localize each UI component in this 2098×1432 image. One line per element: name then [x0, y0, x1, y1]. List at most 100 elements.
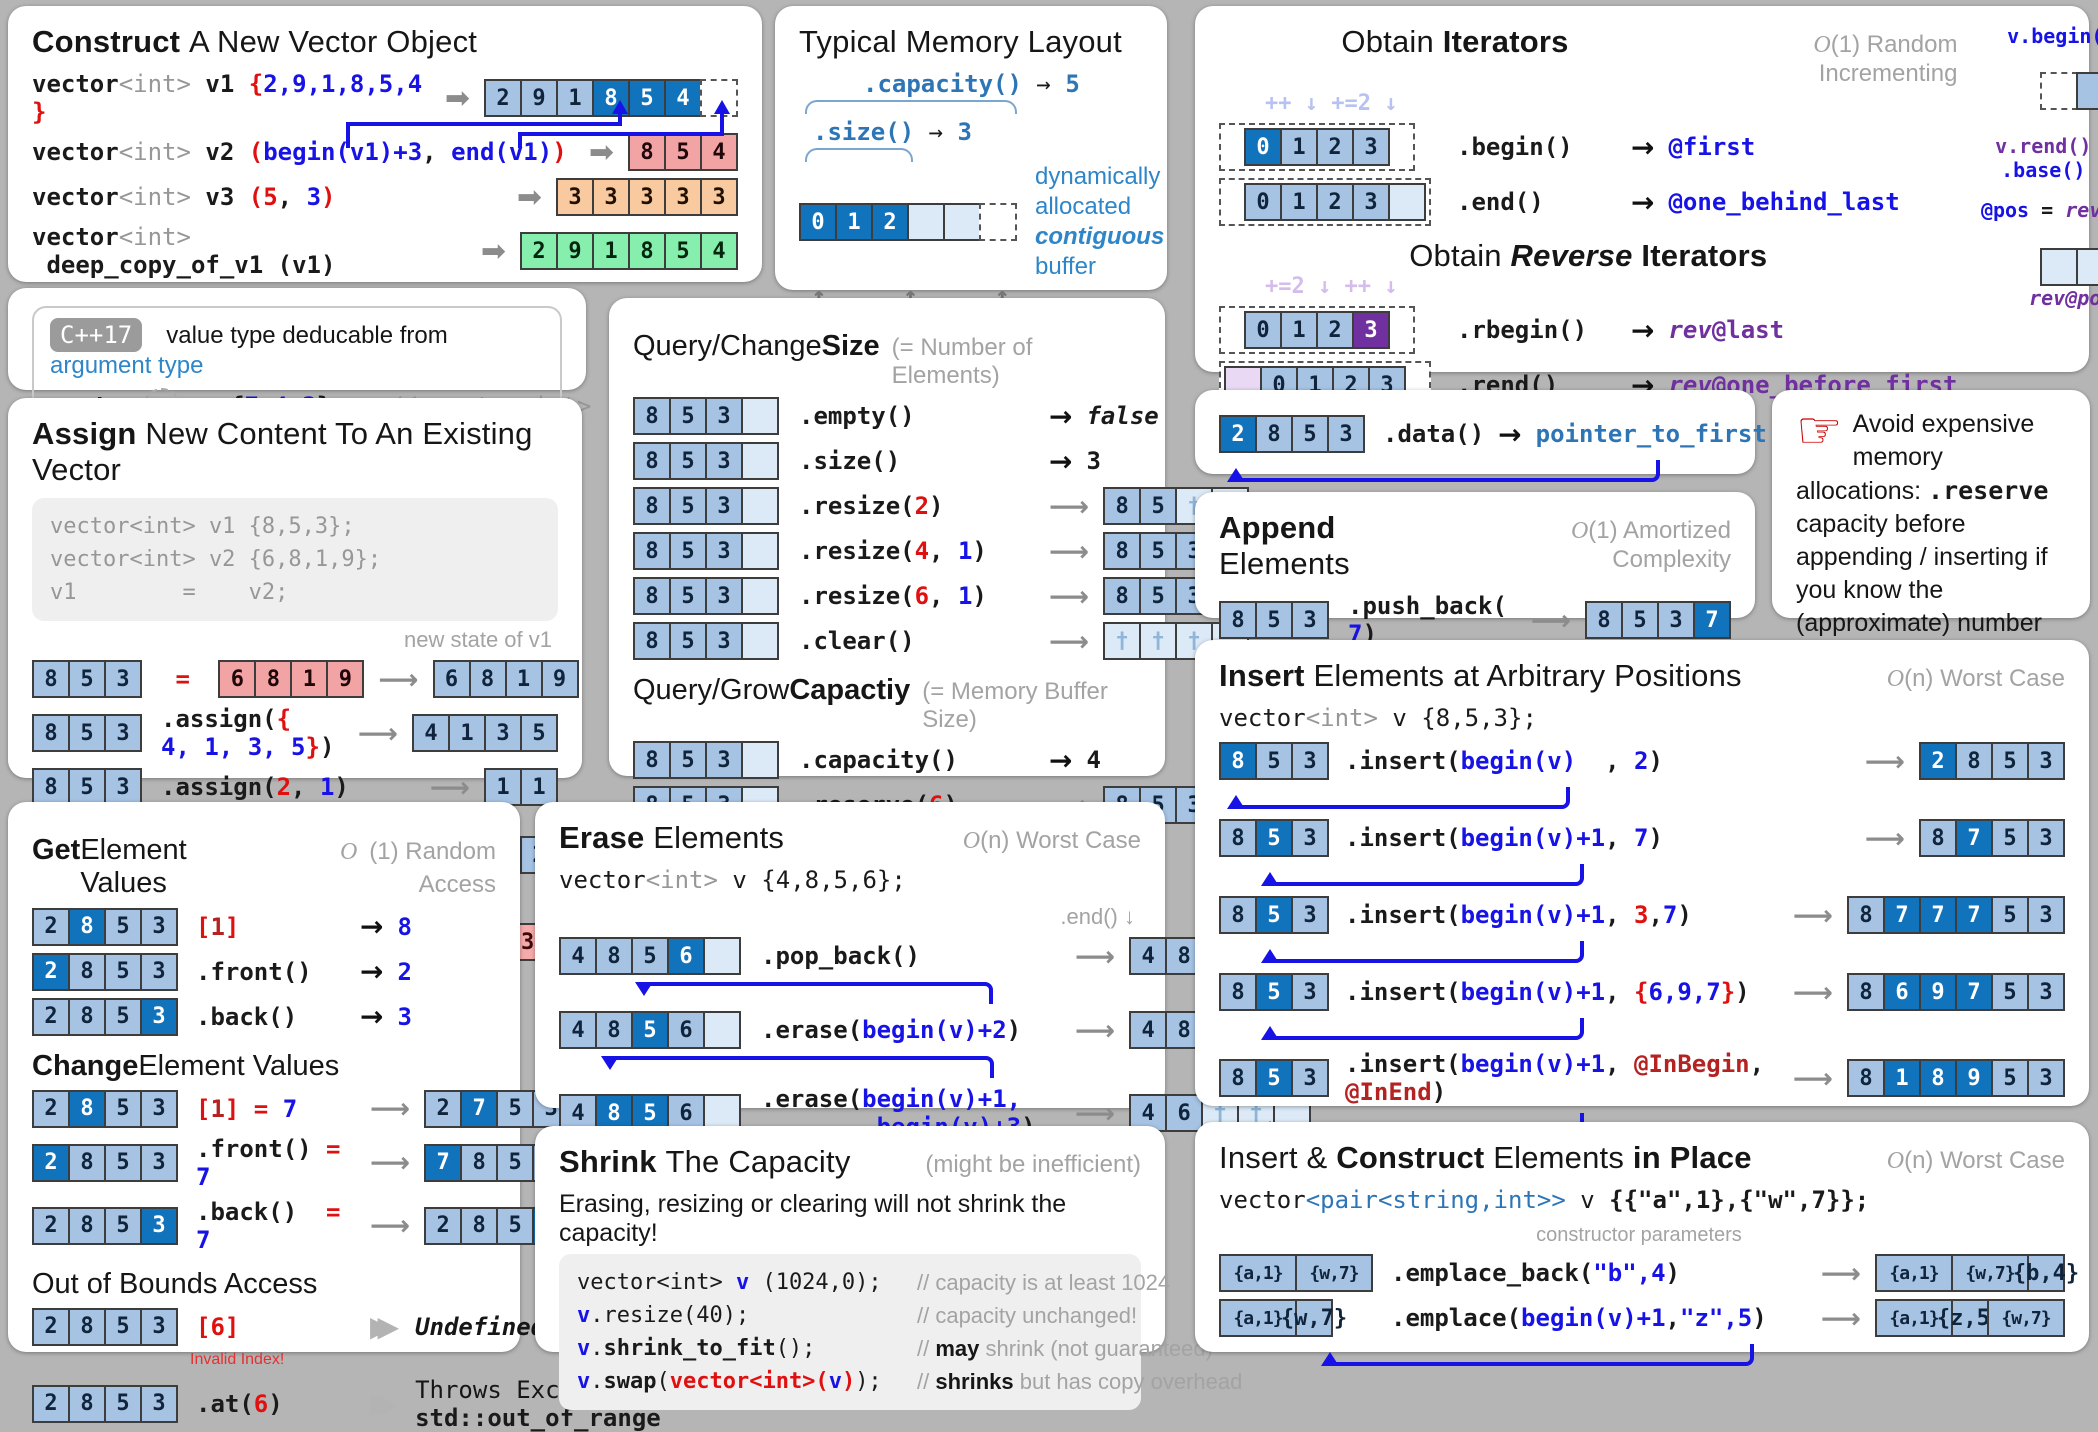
text-span: // — [917, 1336, 936, 1361]
text-span: = — [2029, 198, 2066, 222]
code-part: v1 = v2; — [50, 576, 390, 609]
vector-cell: 5 — [1255, 896, 1293, 934]
vector-cell: 3 — [705, 622, 743, 660]
vector-cell: 3 — [104, 714, 142, 752]
text-span: { — [248, 70, 264, 98]
text-span: = — [239, 1094, 283, 1123]
empty-slot-cell — [2040, 72, 2079, 110]
code-expression: vector <int> deep_copy_of_v1 (v1) — [32, 223, 467, 279]
vector-cell: 8 — [1955, 742, 1993, 780]
vector-cell: 5 — [520, 714, 558, 752]
obtain-iterators-panel: Obtain Iterators O(1) Random Incrementing +… — [1195, 6, 2098, 410]
op-row: 8 5 3 .assign({4, 1, 3, 5}) ⟶ 4 1 3 5 — [32, 705, 558, 761]
iterator-base-diagram: v.begin()v.end()▼ ▼ ▲ ▲v.rend().base()v.r… — [1977, 24, 2098, 416]
vector-cell: 2 — [1219, 415, 1257, 453]
code-line: v.swap(vector<int>(v));// shrinks but ha… — [577, 1365, 1242, 1398]
code-expression: .emplace_back("b",4) — [1391, 1259, 1680, 1287]
vector-cell: 5 — [1621, 601, 1659, 639]
vector-cell: 5 — [1255, 973, 1293, 1011]
vector-cell: 2 — [32, 997, 70, 1036]
vector-cell — [1388, 128, 1410, 162]
empty-slot-cell — [700, 79, 738, 117]
result-arrow-icon: ⟶ — [429, 770, 470, 804]
code-expression: .insert(begin(v) , 2) — [1345, 747, 1663, 775]
text-span: Get — [32, 834, 81, 866]
code-expression: .assign(2, 1) — [161, 773, 349, 801]
text-span: Obtain — [1409, 238, 1511, 274]
vector-cell: 3 — [2027, 1059, 2065, 1097]
erase-panel: Erase Elements O(n) Worst Case vector<int>… — [535, 802, 1312, 1170]
vector-cell: 1 — [835, 203, 873, 241]
text-span: Iterators — [1442, 24, 1569, 59]
result-arrow-icon: ⟶ — [370, 1209, 411, 1243]
vector-cell: 3 — [2027, 819, 2065, 857]
vector-cell: 5 — [1991, 742, 2029, 780]
vector-cell: 5 — [104, 1384, 142, 1423]
vector-cell: † — [1103, 622, 1142, 660]
text-span: "z",5 — [1680, 1304, 1753, 1332]
text-span: begin(v) — [1460, 747, 1577, 775]
vector-cell: 8 — [68, 1307, 106, 1346]
returns-arrow-icon: → — [360, 955, 384, 989]
vector-cell: 8 — [592, 79, 630, 117]
text-span: v — [1565, 1186, 1610, 1214]
panel-title-row: Erase Elements O(n) Worst Case — [559, 820, 1141, 856]
result-arrow-icon: ⟶ — [1049, 489, 1090, 523]
vector-cell — [703, 1011, 741, 1049]
vector-cell: 3 — [1657, 601, 1695, 639]
text-span: ) — [1648, 747, 1663, 775]
vector-cell: 5 — [631, 1094, 669, 1132]
text-span: shrink (not guaranteed) — [979, 1336, 1213, 1361]
vector-cell: 8 — [633, 487, 671, 525]
code-expression: .back() — [196, 1003, 346, 1031]
text-span: begin(v1)+3 — [263, 138, 423, 166]
vector-cell: 0 — [1244, 128, 1282, 167]
vector-cell: 5 — [1139, 577, 1178, 615]
vector-cell: 8 — [633, 397, 671, 435]
vector-cell: 8 — [32, 768, 70, 806]
vector-cell: 4 — [1129, 1011, 1168, 1049]
vector-cell — [2040, 248, 2079, 286]
insert-panel: Insert Elements at Arbitrary Positions O(… — [1195, 640, 2089, 1199]
text-span: (= Number of Elements) — [891, 334, 1033, 389]
vector-cell: 6 — [1165, 1094, 1204, 1132]
text-span: ) — [1648, 824, 1663, 852]
text-span: (1) Random — [1830, 31, 1958, 58]
vector-cells: {a,1} {w,7} — [1219, 1254, 1373, 1292]
result-arrow-icon: ▶▶ — [370, 1387, 399, 1421]
vector-cell: 5 — [669, 532, 707, 570]
text-span: @InEnd — [1345, 1078, 1432, 1106]
vector-cell: 5 — [1139, 487, 1178, 525]
vector-cell: 8 — [68, 952, 106, 991]
text-span: .pop_back() — [761, 942, 920, 970]
vector-cell: 1 — [290, 660, 329, 698]
text-span: .back() — [196, 1197, 298, 1226]
vector-cell: 6 — [432, 660, 471, 698]
panel-body: Insert Elements at Arbitrary Positions O(… — [1219, 658, 2065, 1199]
get-change-panel: Get Element Values O (1) Random Access 2 8 5 3… — [8, 802, 675, 1432]
vector-cell: 9 — [326, 660, 365, 698]
result-arrow-icon: ▶▶ — [370, 1310, 399, 1344]
result-arrow-icon: ⟶ — [378, 662, 419, 696]
text-span: .clear() — [799, 627, 915, 655]
code-expression: .at(6) — [196, 1390, 356, 1418]
text-span: v — [735, 1270, 750, 1295]
text-span: {{"a",1},{"w",7}}; — [1609, 1186, 1870, 1214]
text-span: , — [929, 582, 958, 610]
code-part: v.resize(40); — [577, 1299, 917, 1332]
result-arrow-icon: ⟶ — [1864, 744, 1905, 778]
text-span: rev — [1668, 316, 1712, 345]
vector-cell: 3 — [628, 178, 666, 216]
code-expression: .clear() — [799, 627, 1035, 655]
vector-cell: 3 — [1352, 183, 1390, 222]
text-span: [ — [196, 912, 211, 941]
append-elements-panel: Append Elements O(1) Amortized Complexity… — [1195, 492, 1755, 648]
text-span: +=2 ↓ — [1265, 274, 1345, 300]
text-span: . — [590, 1369, 604, 1394]
text-span: , — [1605, 978, 1634, 1006]
op-row: vector <int> v2 (begin(v1)+3, end(v1)) ➡ 8 5… — [32, 133, 738, 171]
